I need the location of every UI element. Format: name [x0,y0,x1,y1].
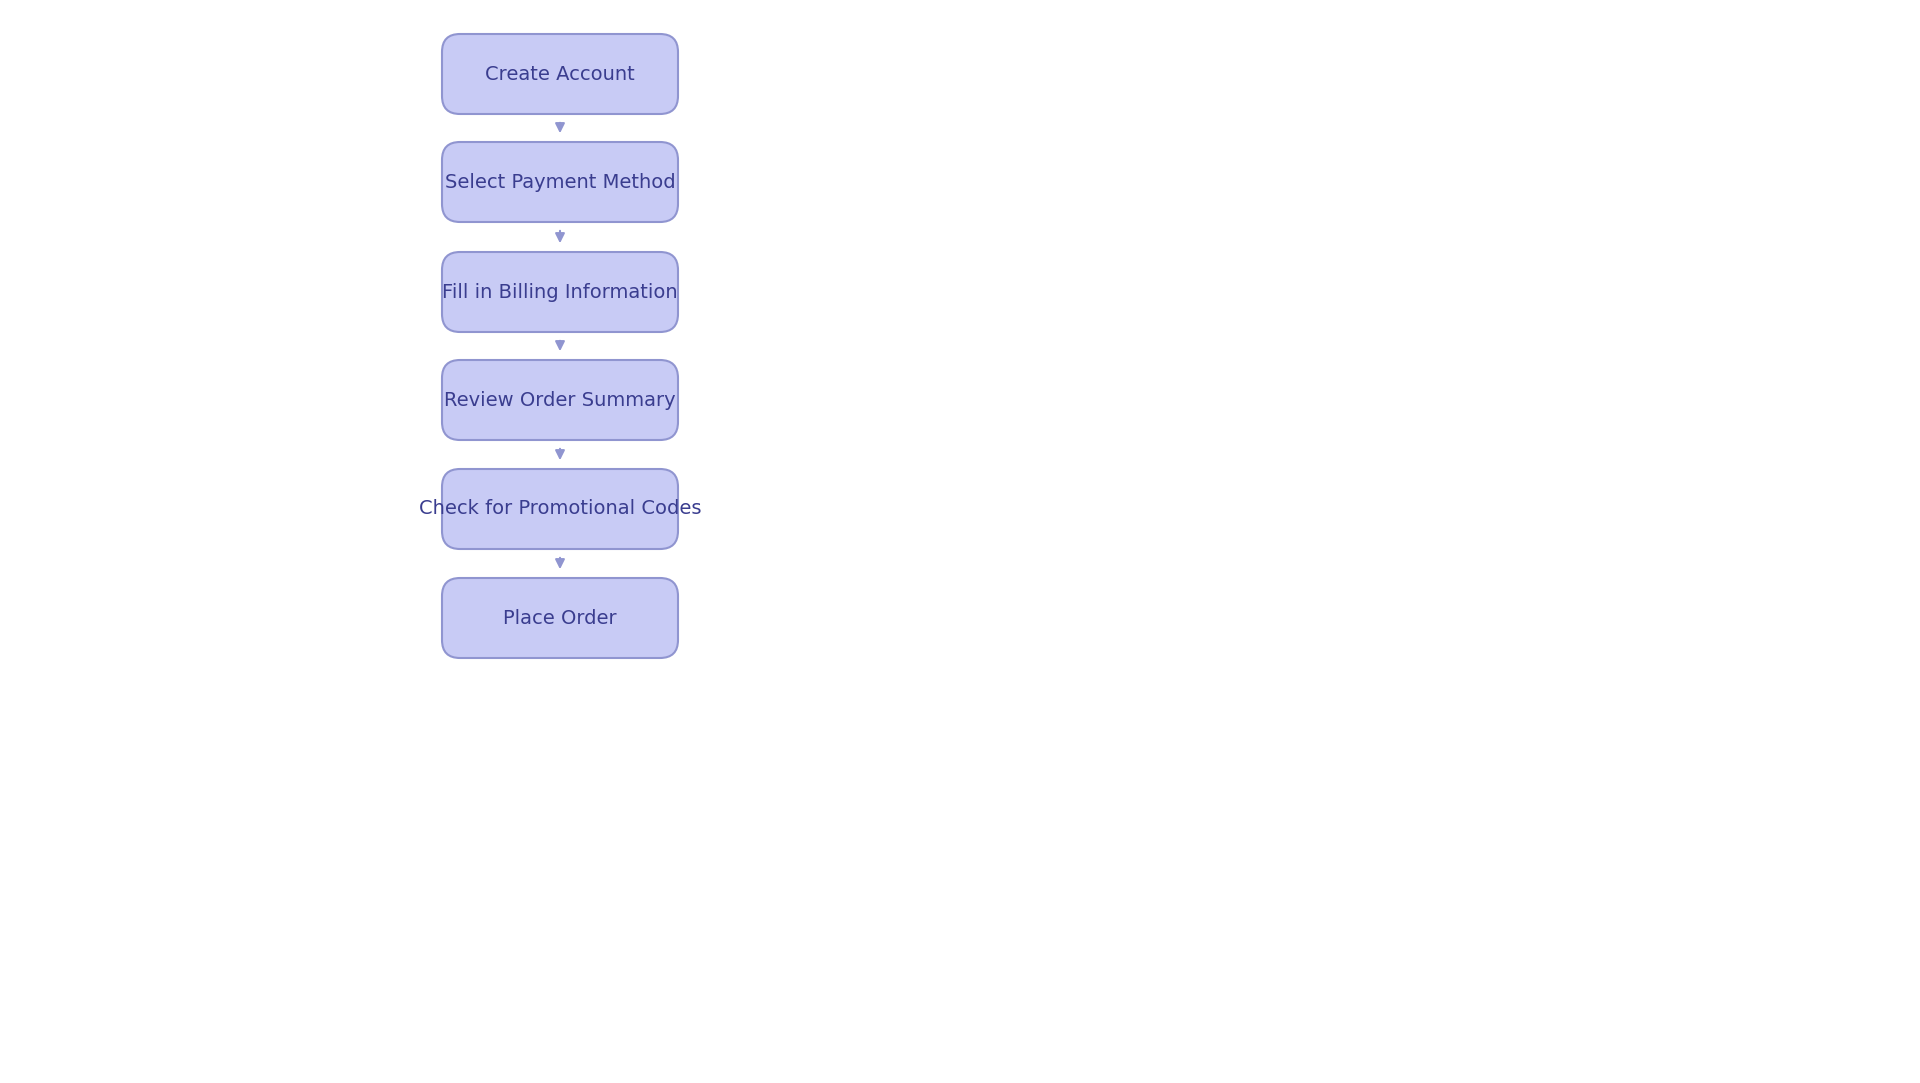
FancyBboxPatch shape [442,578,678,658]
Text: Check for Promotional Codes: Check for Promotional Codes [419,499,701,519]
Text: Select Payment Method: Select Payment Method [445,172,676,192]
Text: Create Account: Create Account [486,65,636,83]
FancyBboxPatch shape [442,34,678,114]
FancyBboxPatch shape [442,360,678,440]
FancyBboxPatch shape [442,469,678,549]
FancyBboxPatch shape [442,252,678,332]
Text: Fill in Billing Information: Fill in Billing Information [442,283,678,301]
Text: Place Order: Place Order [503,609,616,627]
FancyBboxPatch shape [442,142,678,222]
Text: Review Order Summary: Review Order Summary [444,391,676,409]
